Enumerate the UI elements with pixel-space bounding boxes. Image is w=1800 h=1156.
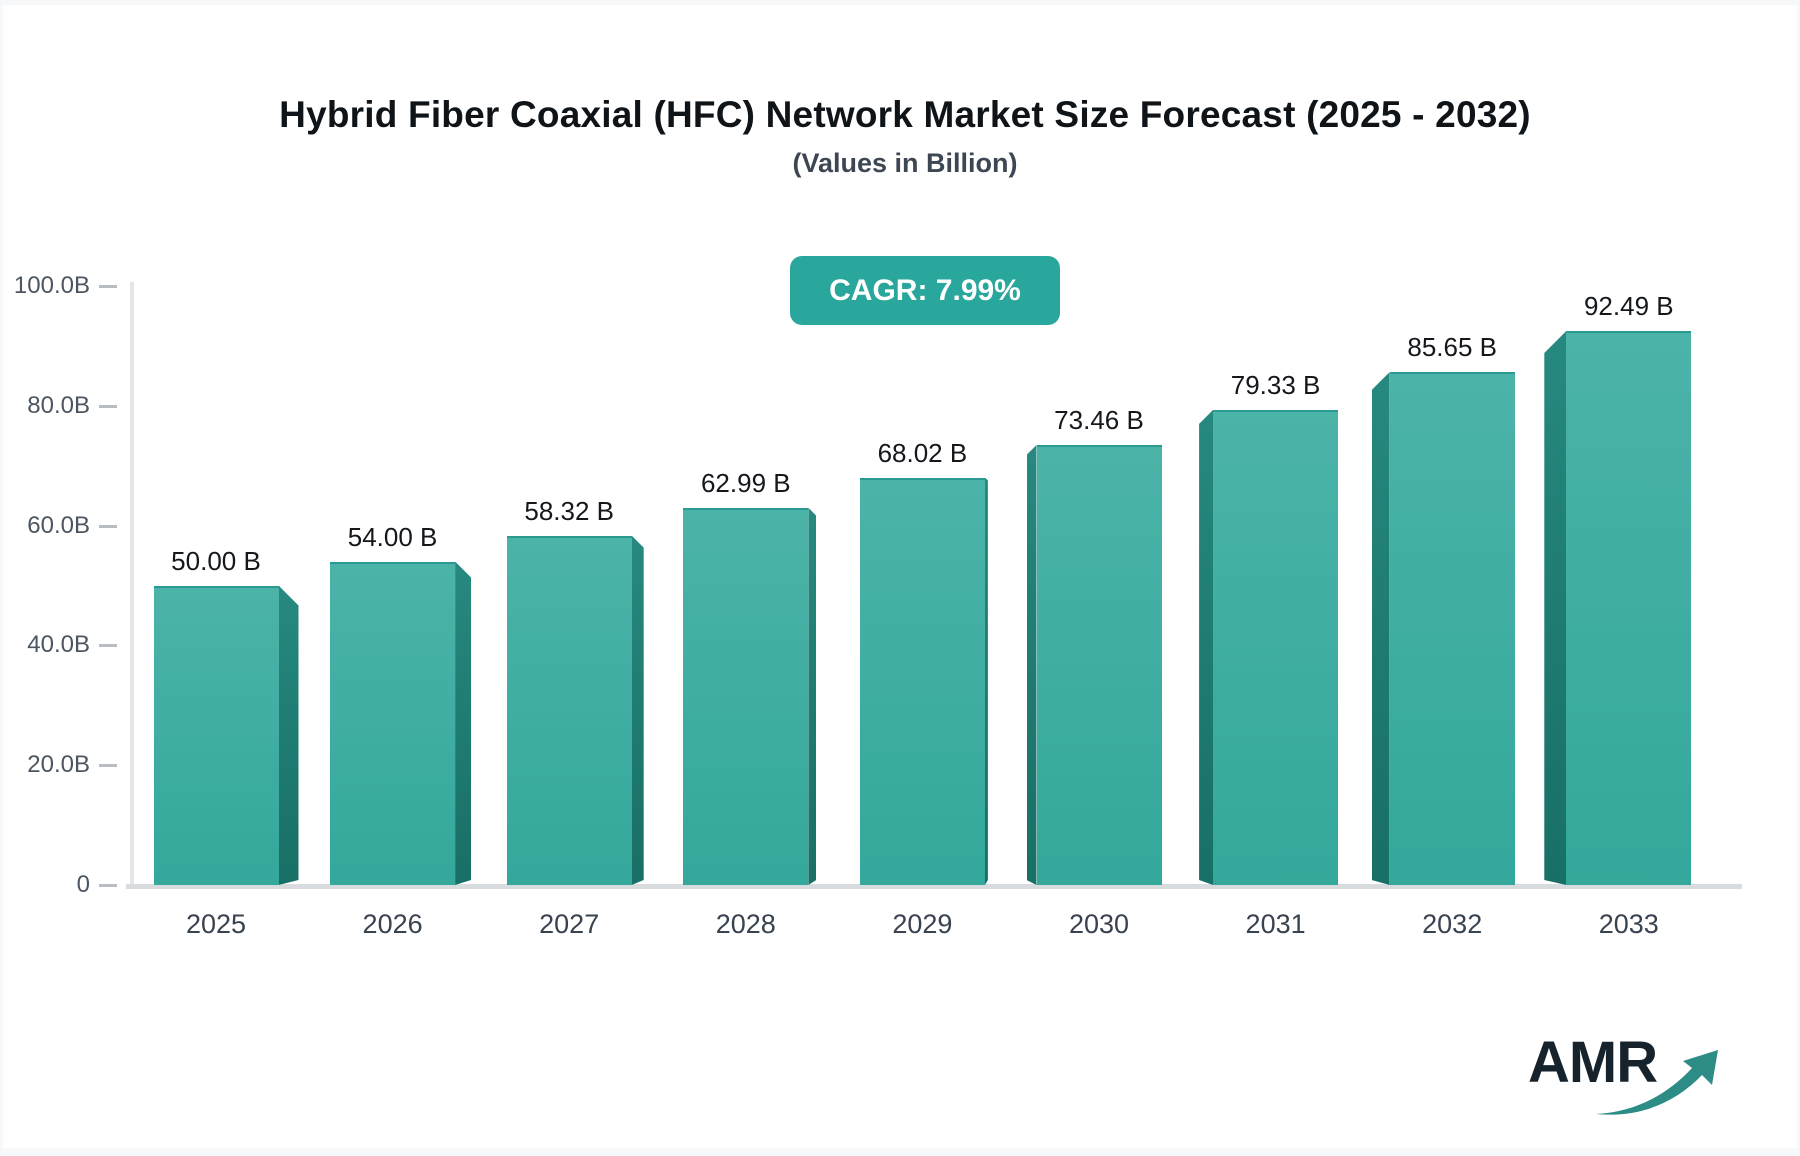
chart-subtitle: (Values in Billion) (792, 148, 1018, 178)
bar-side-face (985, 478, 988, 885)
y-axis-tick-mark (99, 524, 117, 528)
y-axis-tick-mark (99, 764, 117, 768)
y-axis-tick-label: 20.0B (27, 751, 90, 779)
bar-side-face (1544, 331, 1566, 885)
bar-side-face (808, 508, 816, 885)
amr-logo: AMR (1528, 1032, 1728, 1122)
bar (506, 535, 632, 885)
bar-value-label: 85.65 B (1407, 331, 1497, 362)
bar-side-face (1199, 410, 1213, 885)
y-axis-tick-label: 80.0B (27, 391, 90, 419)
y-axis-tick-mark (99, 404, 117, 408)
x-axis-baseline (126, 884, 1742, 889)
bar (1389, 371, 1515, 885)
bar-value-label: 68.02 B (877, 437, 968, 468)
x-axis-label: 2025 (185, 909, 247, 939)
y-axis-tick-mark (99, 884, 117, 887)
amr-logo-text: AMR (1528, 1030, 1658, 1095)
bar-side-face (279, 586, 299, 886)
chart-title: Hybrid Fiber Coaxial (HFC) Network Marke… (279, 94, 1531, 135)
y-axis-line (130, 282, 134, 887)
left-edge-band (0, 0, 3, 1156)
bar-value-label: 50.00 B (171, 545, 261, 576)
bar-side-face (1027, 445, 1037, 885)
bar-value-label: 73.46 B (1054, 404, 1144, 435)
y-axis-tick-label: 0 (76, 871, 90, 898)
bar (330, 561, 456, 885)
bar-value-label: 62.99 B (700, 467, 791, 498)
bar-value-label: 92.49 B (1583, 290, 1674, 321)
bar (153, 585, 279, 885)
x-axis-label: 2031 (1245, 909, 1306, 939)
y-axis-tick-label: 60.0B (27, 511, 90, 539)
x-axis-label: 2029 (892, 909, 953, 939)
x-axis-label: 2032 (1422, 909, 1483, 939)
x-axis-label: 2028 (715, 909, 776, 939)
bar (859, 477, 985, 885)
bar-side-face (1372, 372, 1390, 885)
x-axis-label: 2030 (1068, 909, 1130, 939)
bar (683, 507, 809, 885)
bar-value-label: 79.33 B (1230, 369, 1321, 400)
top-edge-band (0, 0, 1800, 5)
y-axis-tick-mark (99, 644, 117, 648)
growth-arrow-icon (1596, 1050, 1718, 1115)
x-axis-label: 2026 (362, 909, 423, 939)
y-axis-tick-label: 40.0B (27, 631, 90, 659)
bar (1566, 330, 1692, 885)
y-axis-tick-label: 100.0B (13, 272, 90, 299)
y-axis-tick-mark (99, 285, 117, 288)
bar-value-label: 54.00 B (347, 521, 438, 552)
bar-side-face (632, 536, 644, 885)
bottom-edge-band (0, 1148, 1800, 1156)
right-edge-band (1797, 0, 1800, 1156)
cagr-badge: CAGR: 7.99% (790, 256, 1060, 325)
bar (1213, 409, 1339, 885)
bar-side-face (455, 562, 471, 885)
x-axis-label: 2033 (1598, 909, 1659, 939)
bar-value-label: 58.32 B (524, 495, 614, 526)
bar (1036, 444, 1162, 885)
x-axis-label: 2027 (539, 909, 600, 939)
